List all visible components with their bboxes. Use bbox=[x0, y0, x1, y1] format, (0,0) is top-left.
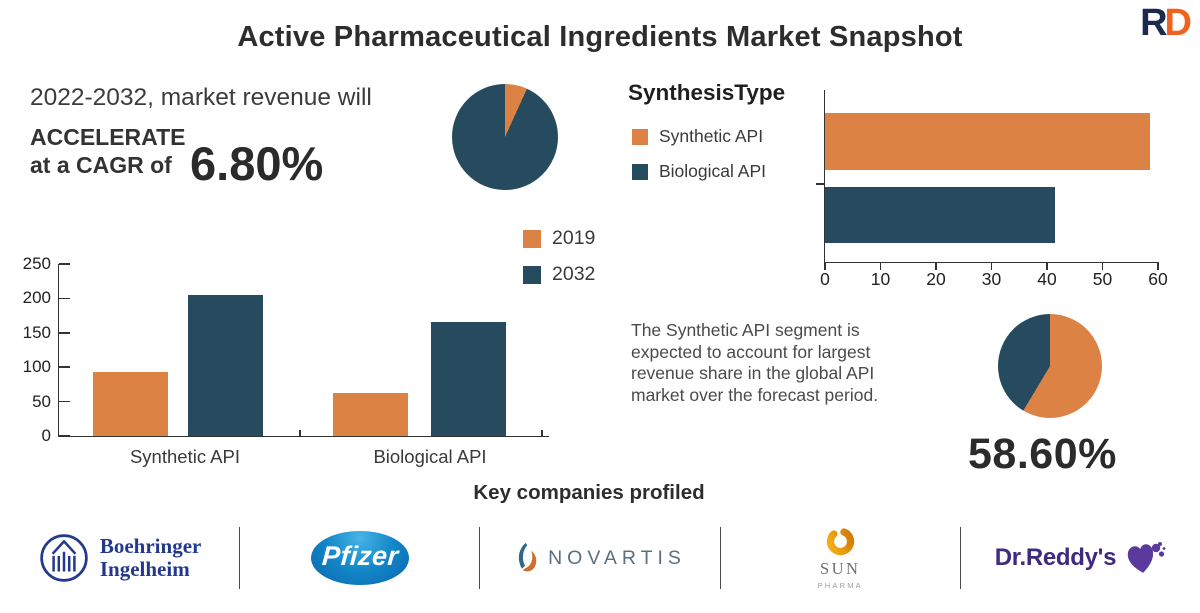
x-tick-mark-30 bbox=[990, 262, 993, 270]
share-pie-chart bbox=[998, 314, 1102, 418]
brand-letter-r: R bbox=[1140, 2, 1168, 44]
category-label-biological: Biological API bbox=[373, 446, 487, 467]
bar-2032-Synthetic API bbox=[188, 294, 263, 436]
sun-pharma-subtext: PHARMA bbox=[817, 581, 863, 590]
logo-divider bbox=[239, 527, 241, 589]
page-title: Active Pharmaceutical Ingredients Market… bbox=[237, 21, 963, 53]
x-tick-mark-40 bbox=[1046, 262, 1048, 270]
logo-sun-pharma: SUN PHARMA bbox=[721, 520, 960, 596]
y-tick-label-0: 0 bbox=[41, 426, 51, 445]
cagr-emphasis: ACCELERATE at a CAGR of bbox=[30, 124, 185, 179]
legend-item-biological: Biological API bbox=[632, 161, 766, 182]
brand-logo: RD bbox=[1140, 4, 1192, 42]
logo-divider bbox=[959, 527, 961, 589]
x-tick-label-40: 40 bbox=[1037, 269, 1057, 289]
x-tick-label-20: 20 bbox=[926, 269, 946, 289]
boehringer-line2: Ingelheim bbox=[99, 557, 190, 581]
brand-letter-d: D bbox=[1164, 2, 1192, 44]
synthesis-bar-chart: 0 10 20 30 40 50 60 bbox=[816, 90, 1194, 300]
x-tick-label-10: 10 bbox=[870, 269, 891, 289]
y-tick-mark-150 bbox=[59, 332, 70, 334]
boehringer-line1: Boehringer bbox=[99, 533, 202, 558]
y-tick-mark-100 bbox=[59, 366, 70, 368]
y-tick-label-150: 150 bbox=[22, 322, 51, 342]
x-axis-tick bbox=[299, 430, 301, 436]
cagr-label: at a CAGR of bbox=[30, 151, 172, 178]
pfizer-wordmark: Pfizer bbox=[320, 541, 400, 571]
cagr-value: 6.80% bbox=[190, 137, 324, 190]
sun-wordmark: SUN bbox=[819, 559, 861, 578]
intro-text: 2022-2032, market revenue will bbox=[30, 84, 372, 111]
synthesis-type-title: SynthesisType bbox=[628, 80, 786, 105]
synthesis-bar-plot-area: 0 10 20 30 40 50 60 bbox=[816, 90, 1168, 289]
dr-reddys-wordmark: Dr.Reddy's bbox=[994, 544, 1117, 571]
legend-swatch-2032 bbox=[523, 265, 541, 284]
share-percentage: 58.60% bbox=[968, 430, 1117, 478]
legend-swatch-2019 bbox=[523, 229, 541, 248]
x-axis-tick bbox=[541, 430, 543, 436]
key-companies-heading: Key companies profiled bbox=[473, 481, 705, 504]
synthesis-legend: Synthetic API Biological API bbox=[632, 126, 766, 196]
x-tick-label-60: 60 bbox=[1148, 269, 1168, 289]
logo-boehringer-ingelheim: Boehringer Ingelheim bbox=[0, 520, 239, 596]
y-tick-mark-250 bbox=[59, 263, 70, 265]
novartis-flame-icon bbox=[518, 542, 537, 571]
y-tick-label-50: 50 bbox=[32, 391, 51, 411]
logo-dr-reddys: Dr.Reddy's bbox=[961, 520, 1200, 596]
logo-novartis: NOVARTIS bbox=[480, 520, 719, 596]
grouped-bar-plot-area: 0 50 100 150 200 250 bbox=[23, 254, 549, 445]
y-tick-mark-50 bbox=[59, 400, 70, 403]
x-tick-mark-60 bbox=[1157, 262, 1159, 270]
accelerate-text: ACCELERATE bbox=[30, 124, 186, 150]
x-tick-mark-20 bbox=[935, 262, 937, 270]
y-tick-label-100: 100 bbox=[22, 357, 51, 377]
boehringer-circle-icon bbox=[40, 534, 88, 582]
dr-reddys-heart-icon bbox=[1127, 542, 1166, 573]
y-tick-mark-0 bbox=[59, 435, 70, 437]
x-tick-label-30: 30 bbox=[981, 269, 1002, 289]
legend-item-synthetic: Synthetic API bbox=[632, 126, 766, 147]
legend-label-2019: 2019 bbox=[552, 227, 596, 249]
x-tick-mark-10 bbox=[879, 262, 882, 270]
x-tick-label-0: 0 bbox=[820, 269, 830, 289]
logo-divider bbox=[479, 527, 481, 589]
legend-item-2032: 2032 bbox=[523, 263, 595, 286]
legend-swatch-biological bbox=[632, 163, 648, 180]
cagr-pie-chart bbox=[452, 84, 558, 190]
category-tick-mark bbox=[816, 183, 825, 185]
grouped-bar-chart: 0 50 100 150 200 250 Synthetic API Biological… bbox=[23, 254, 578, 474]
y-tick-mark-200 bbox=[59, 297, 70, 300]
bar-Biological API bbox=[825, 187, 1055, 243]
legend-label-synthetic: Synthetic API bbox=[659, 126, 764, 146]
legend-swatch-synthetic bbox=[632, 128, 648, 145]
novartis-wordmark: NOVARTIS bbox=[548, 546, 686, 569]
legend-label-2032: 2032 bbox=[552, 263, 596, 285]
logo-pfizer: Pfizer bbox=[240, 520, 479, 596]
companies-logo-row: Boehringer Ingelheim Pfizer NOVARTIS bbox=[0, 520, 1200, 596]
x-tick-mark-0 bbox=[824, 262, 826, 270]
y-tick-label-250: 250 bbox=[22, 254, 51, 273]
bar-2019-Synthetic API bbox=[93, 372, 168, 436]
sun-pharma-stack: SUN PHARMA bbox=[818, 526, 863, 590]
sun-swirl-icon bbox=[826, 527, 854, 556]
bar-Synthetic API bbox=[825, 113, 1151, 170]
years-legend: 2019 2032 bbox=[523, 227, 595, 299]
bar-2032-Biological API bbox=[431, 322, 506, 436]
legend-item-2019: 2019 bbox=[523, 227, 595, 250]
pfizer-oval-icon: Pfizer bbox=[310, 531, 409, 585]
x-tick-mark-50 bbox=[1101, 262, 1104, 270]
x-tick-label-50: 50 bbox=[1092, 269, 1113, 289]
category-label-synthetic: Synthetic API bbox=[129, 446, 241, 467]
bar-2019-Biological API bbox=[333, 392, 408, 436]
legend-label-biological: Biological API bbox=[659, 161, 767, 181]
logo-divider bbox=[719, 527, 721, 589]
y-tick-label-200: 200 bbox=[22, 288, 51, 308]
boehringer-wordmark: Boehringer Ingelheim bbox=[99, 533, 202, 581]
insight-text: The Synthetic API segment is expected to… bbox=[631, 320, 879, 405]
